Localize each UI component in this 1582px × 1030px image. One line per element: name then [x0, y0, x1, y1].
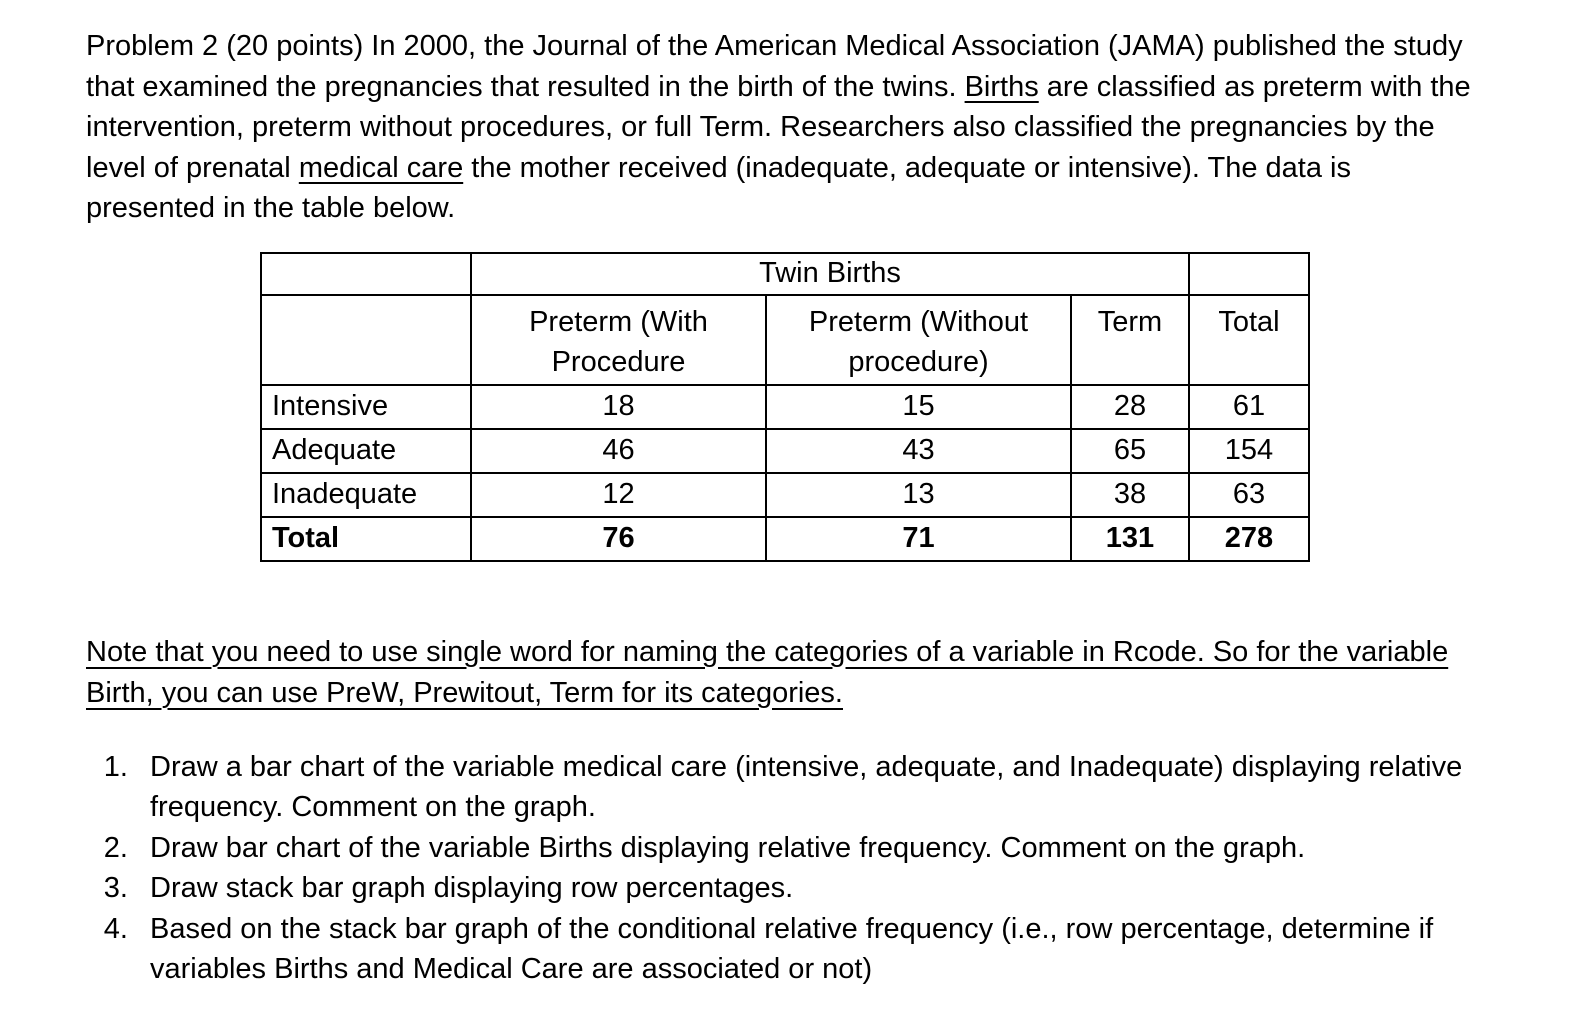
empty-cell-above-total — [1188, 251, 1310, 296]
problem-text-segment: the mother received (inadequate, adequat… — [86, 151, 1351, 225]
column-header-preterm-without: Preterm (Without procedure) — [765, 293, 1072, 386]
problem-text-segment: are classified as preterm with the inter… — [86, 70, 1471, 184]
table-group-header-row: Twin Births — [260, 251, 1310, 296]
table-row-adequate: Adequate 46 43 65 154 — [260, 427, 1310, 474]
data-cell: 28 — [1070, 383, 1190, 430]
grand-total-cell: 278 — [1188, 515, 1310, 562]
rcode-note: Note that you need to use single word fo… — [86, 635, 1449, 709]
column-header-preterm-with: Preterm (With Procedure — [470, 293, 767, 386]
twin-births-table: Twin Births Preterm (With Procedure Pret… — [260, 251, 1310, 562]
row-label: Intensive — [260, 383, 472, 430]
task-item-2: Draw bar chart of the variable Births di… — [136, 828, 1474, 869]
data-cell: 18 — [470, 383, 767, 430]
data-cell: 71 — [765, 515, 1072, 562]
task-list: Draw a bar chart of the variable medical… — [86, 747, 1474, 990]
data-cell: 46 — [470, 427, 767, 474]
data-cell: 65 — [1070, 427, 1190, 474]
data-cell: 38 — [1070, 471, 1190, 518]
data-cell: 43 — [765, 427, 1072, 474]
column-header-term: Term — [1070, 293, 1190, 386]
table-column-header-row: Preterm (With Procedure Preterm (Without… — [260, 293, 1310, 386]
underlined-term-births: Births — [964, 70, 1039, 103]
row-total-cell: 154 — [1188, 427, 1310, 474]
row-total-cell: 63 — [1188, 471, 1310, 518]
empty-corner-cell — [260, 251, 472, 296]
data-cell: 76 — [470, 515, 767, 562]
table-row-total: Total 76 71 131 278 — [260, 515, 1310, 562]
problem-text-segment: Problem 2 (20 points) In 2000, the Journ… — [86, 30, 1463, 103]
table-row-intensive: Intensive 18 15 28 61 — [260, 383, 1310, 430]
row-total-cell: 61 — [1188, 383, 1310, 430]
row-label: Total — [260, 515, 472, 562]
task-item-1: Draw a bar chart of the variable medical… — [136, 747, 1474, 828]
group-header-cell: Twin Births — [470, 251, 1190, 296]
empty-header-cell — [260, 293, 472, 386]
column-header-total: Total — [1188, 293, 1310, 386]
row-label: Adequate — [260, 427, 472, 474]
data-cell: 12 — [470, 471, 767, 518]
data-cell: 15 — [765, 383, 1072, 430]
underlined-term-medical-care: medical care — [298, 151, 464, 184]
data-cell: 131 — [1070, 515, 1190, 562]
row-label: Inadequate — [260, 471, 472, 518]
task-item-3: Draw stack bar graph displaying row perc… — [136, 868, 1474, 909]
problem-statement: Problem 2 (20 points) In 2000, the Journ… — [86, 26, 1476, 229]
table-row-inadequate: Inadequate 12 13 38 63 — [260, 471, 1310, 518]
task-item-4: Based on the stack bar graph of the cond… — [136, 909, 1474, 990]
data-cell: 13 — [765, 471, 1072, 518]
